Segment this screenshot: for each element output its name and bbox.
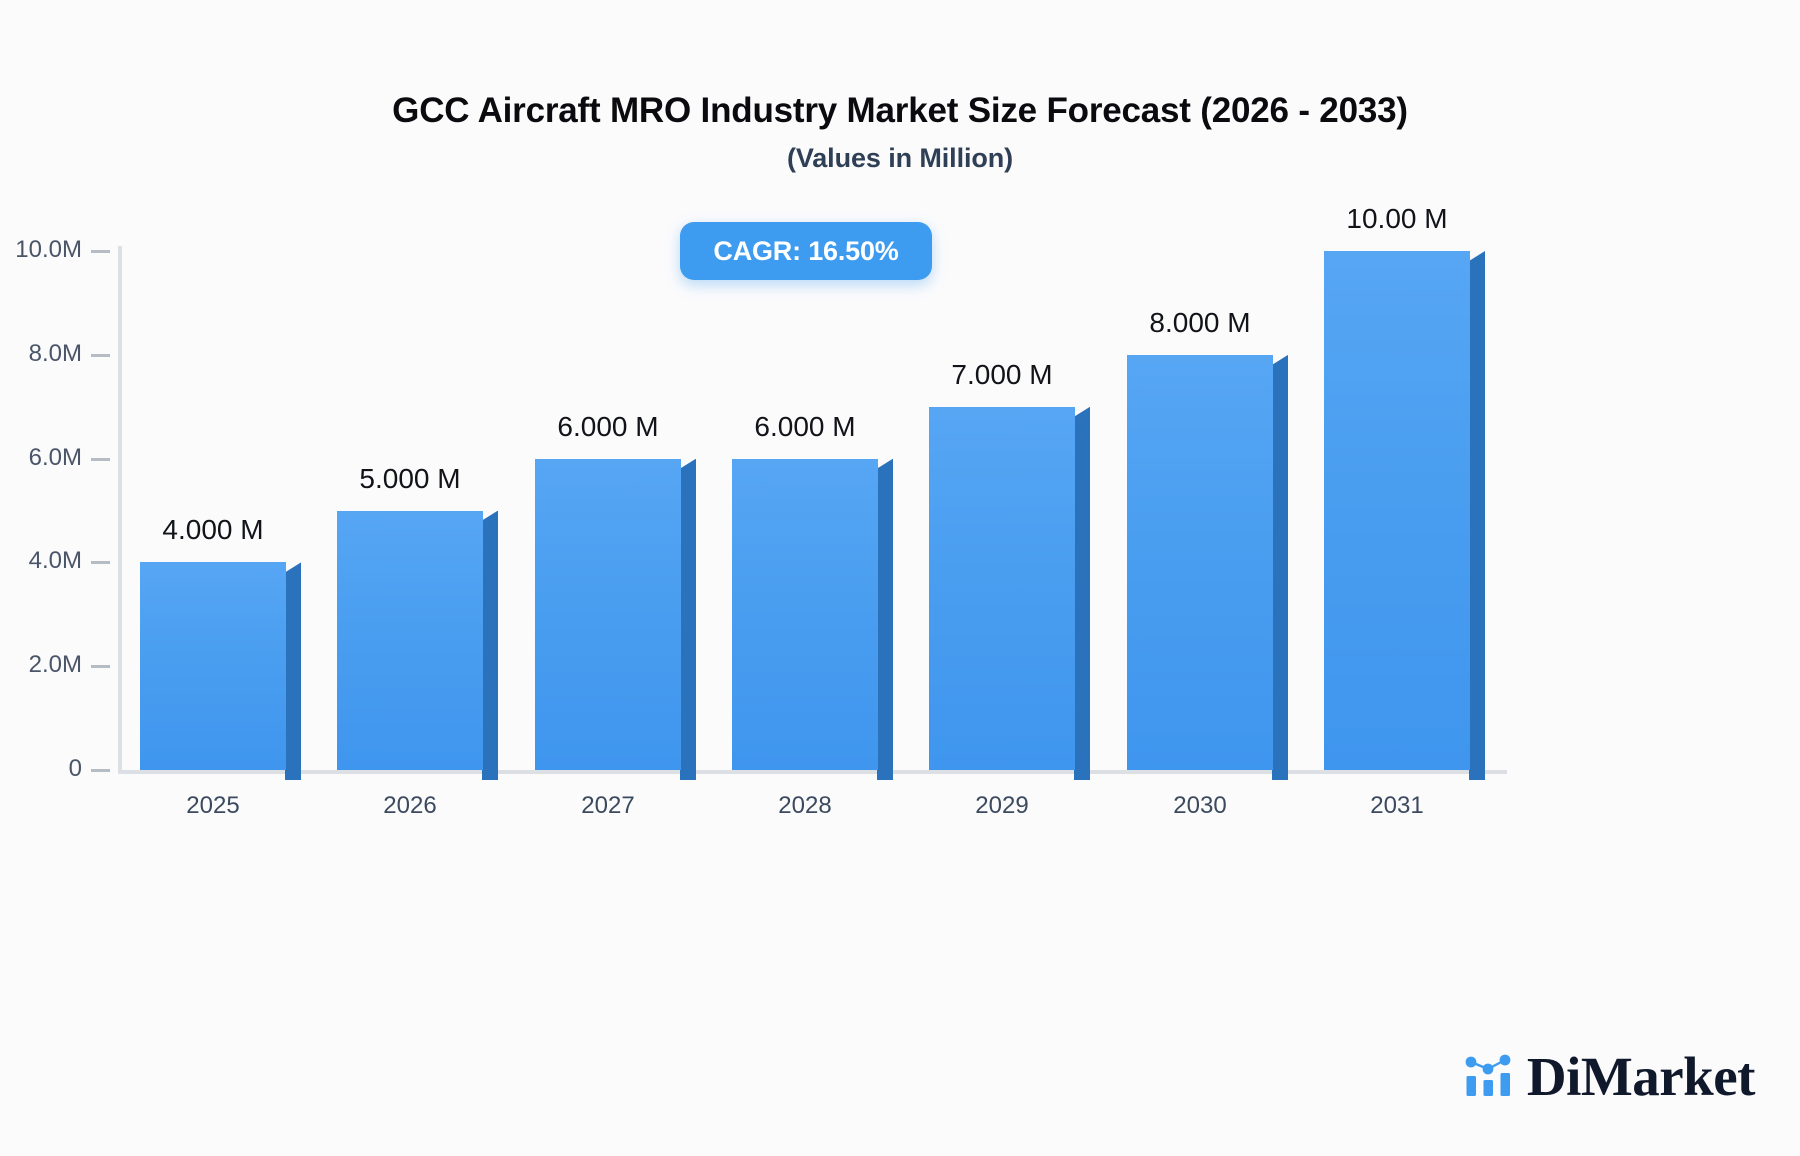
bar-value-label: 4.000 M [162,514,264,546]
bar-front-face [140,562,286,770]
y-axis-tick-mark [91,769,110,772]
bar-group[interactable]: 8.000 M 2030 [1127,307,1288,819]
bar-value-label: 6.000 M [557,410,659,442]
bar-value-label: 6.000 M [754,410,856,442]
y-axis-tick-mark [91,561,110,565]
x-axis-line [118,770,1507,774]
x-axis-tick-label: 2025 [186,792,240,819]
title-block: GCC Aircraft MRO Industry Market Size Fo… [0,91,1800,174]
bar-side-face [1469,251,1485,780]
bar-side-face [680,458,696,780]
y-axis-tick-mark [91,250,110,253]
bar-front-face [732,458,878,770]
x-axis-tick-label: 2026 [383,792,437,819]
bar-value-label: 10.00 M [1346,203,1448,234]
y-axis-tick-label: 10.0M [15,236,82,263]
y-axis-tick-label: 0 [68,755,82,782]
bar-side-face [482,510,498,780]
cagr-badge: CAGR: 16.50% [680,222,932,280]
bar-chart-dots-icon [1463,1049,1513,1104]
bar-value-label: 7.000 M [951,358,1053,390]
bar-front-face [1324,251,1470,770]
bar-value-label: 8.000 M [1149,306,1251,338]
y-axis-tick-mark [91,457,110,461]
x-axis-tick-label: 2027 [581,792,635,819]
bar-front-face [1127,354,1273,770]
y-axis-tick-label: 2.0M [28,651,82,679]
x-axis-tick-label: 2028 [778,792,832,819]
bar-group[interactable]: 6.000 M 2028 [732,411,893,819]
watermark-logo: DiMarket [1463,1046,1756,1107]
y-axis-tick-label: 6.0M [28,443,82,471]
x-axis-tick-label: 2031 [1370,792,1424,819]
brand-name: DiMarket [1526,1046,1756,1107]
bar-front-face [535,458,681,770]
y-axis-tick-label: 8.0M [28,339,82,367]
page-title: GCC Aircraft MRO Industry Market Size Fo… [392,91,1408,130]
y-axis-line [118,246,122,774]
chart-subtitle: (Values in Million) [786,142,1014,173]
x-axis-tick-label: 2030 [1173,792,1227,819]
bar-value-label: 5.000 M [359,462,461,494]
bar-group[interactable]: 5.000 M 2026 [337,463,498,819]
bar-front-face [929,406,1075,770]
bar-group[interactable]: 7.000 M 2029 [929,359,1090,819]
bar-group[interactable]: 6.000 M 2027 [535,411,696,819]
bar-side-face [285,562,301,780]
y-axis-tick-mark [91,665,110,669]
plot-area: 0 2.0M 4.0M 6.0M 8.0M 10.0M 4.000 M 2025 5.000 M… [15,203,1500,819]
y-axis-tick-label: 4.0M [28,547,82,575]
y-axis-tick-mark [91,353,110,357]
bar-group[interactable]: 4.000 M 2025 [140,514,301,819]
bar-side-face [1074,406,1090,780]
bar-front-face [337,510,483,770]
bar-side-face [877,458,893,780]
x-axis-tick-label: 2029 [975,792,1029,819]
bar-side-face [1272,354,1288,780]
bar-group[interactable]: 10.00 M 2031 [1324,203,1485,819]
